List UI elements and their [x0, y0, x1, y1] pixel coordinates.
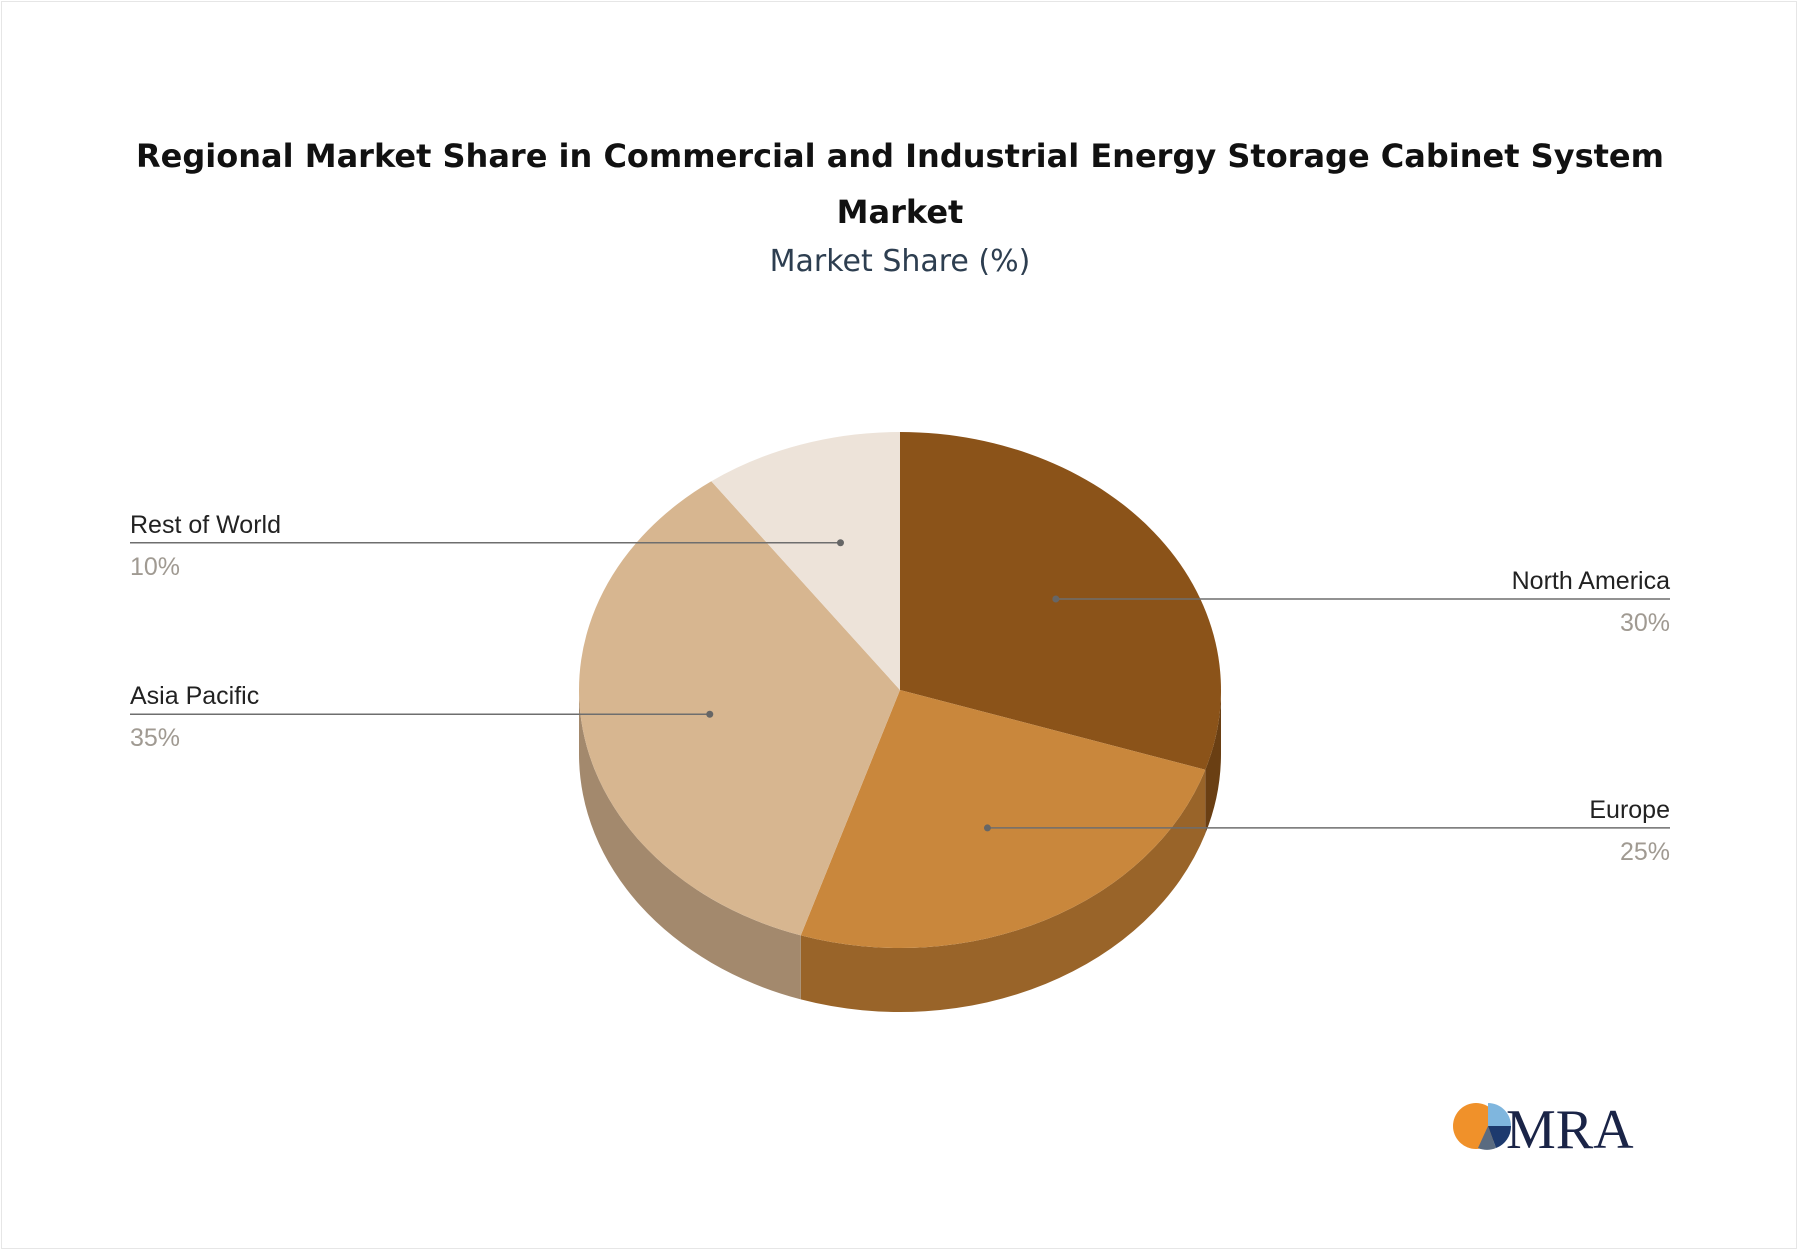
value-north-america: 30%: [1620, 609, 1670, 637]
pie-tops: [579, 432, 1221, 948]
pie-slice-asia-pacific: [579, 481, 900, 936]
pie-slice-rest-of-world: [711, 432, 900, 690]
label-asia-pacific: Asia Pacific: [130, 682, 259, 710]
pie-slice-north-america: [900, 432, 1221, 770]
pie-side-1: [800, 769, 1206, 1012]
pie-labels: North America 30% Europe 25% Asia Pacific 35%…: [130, 511, 1670, 866]
logo-pie-navy: [1488, 1126, 1512, 1148]
pie-sides: [579, 690, 1221, 1012]
logo-pie-blue: [1488, 1103, 1511, 1126]
chart-subtitle: Market Share (%): [769, 244, 1031, 279]
value-europe: 25%: [1620, 838, 1670, 866]
pie-slice-europe: [800, 690, 1206, 948]
label-europe: Europe: [1589, 796, 1670, 824]
value-rest-of-world: 10%: [130, 553, 180, 581]
logo-pie-gray: [1478, 1126, 1496, 1150]
label-rest-of-world: Rest of World: [130, 511, 281, 539]
leader-dot-asia-pacific: [706, 710, 714, 718]
leader-dot-europe: [983, 824, 991, 832]
leader-dot-rest-of-world: [836, 539, 844, 547]
mra-logo: MRA: [1448, 1098, 1648, 1161]
label-north-america: North America: [1512, 567, 1670, 595]
leader-dot-north-america: [1052, 595, 1060, 603]
pie-side-0: [1205, 690, 1221, 834]
logo-text: MRA: [1506, 1099, 1634, 1158]
value-asia-pacific: 35%: [130, 724, 180, 752]
pie-side-2: [579, 690, 801, 1000]
chart-title: Regional Market Share in Commercial and …: [136, 137, 1664, 231]
